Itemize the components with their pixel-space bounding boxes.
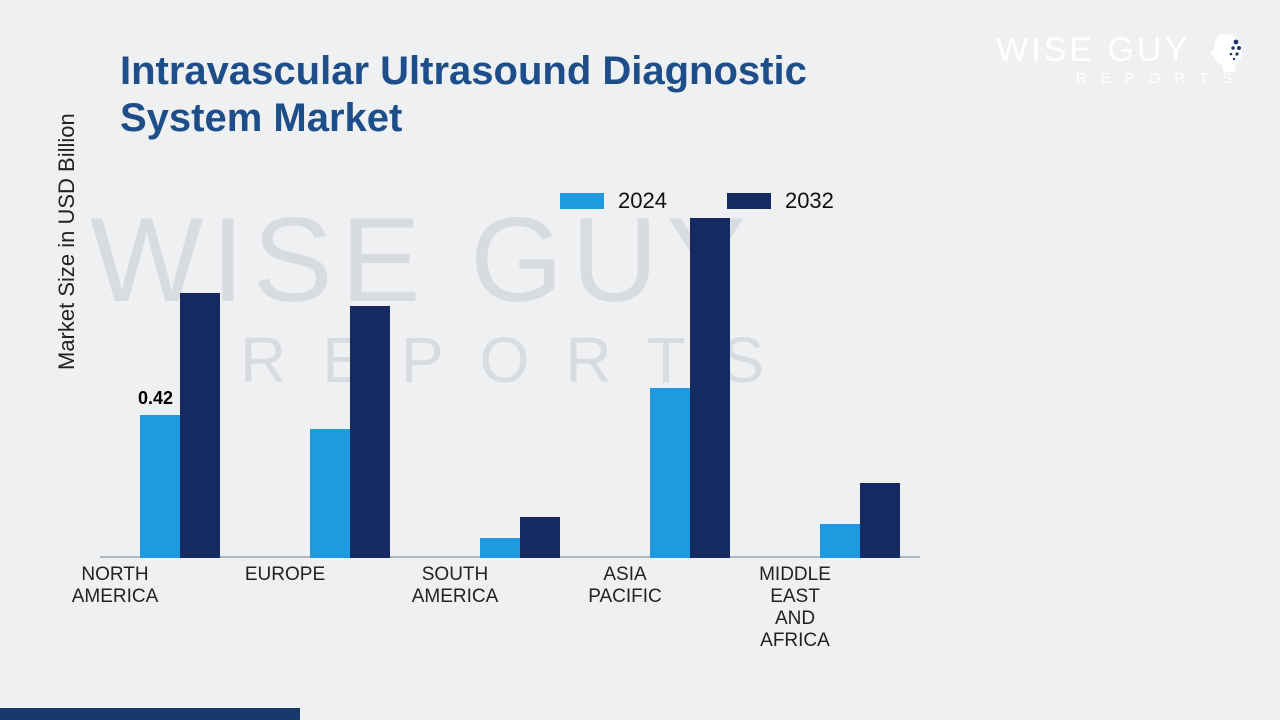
bar-2032	[520, 517, 560, 558]
category-label: MIDDLEEASTANDAFRICA	[725, 564, 865, 651]
legend-swatch-2032	[727, 193, 771, 209]
chart-title: Intravascular Ultrasound Diagnostic Syst…	[120, 48, 880, 142]
legend-item-2024: 2024	[560, 188, 667, 214]
bottom-accent-strip	[0, 708, 300, 720]
bar-2032	[180, 293, 220, 558]
bar-2032	[350, 306, 390, 558]
bar-2024	[650, 388, 690, 558]
bar-group	[810, 218, 920, 558]
category-label: ASIAPACIFIC	[555, 564, 695, 608]
bar-group	[300, 218, 410, 558]
bar-2024	[140, 415, 180, 558]
legend-label-2024: 2024	[618, 188, 667, 214]
logo-line1: WISE GUY	[996, 31, 1189, 69]
bar-2032	[860, 483, 900, 558]
y-axis-label: Market Size in USD Billion	[54, 113, 80, 370]
legend-item-2032: 2032	[727, 188, 834, 214]
category-label: EUROPE	[215, 564, 355, 586]
legend: 2024 2032	[560, 188, 834, 214]
stage: WISE GUY REPORTS WISE GUY REPORTS Intrav…	[0, 0, 1280, 720]
plot-area: 0.42	[100, 218, 920, 558]
bar-2032	[690, 218, 730, 558]
brand-logo: WISE GUY REPORTS	[996, 30, 1250, 87]
bar-group	[640, 218, 750, 558]
bar-2024	[820, 524, 860, 558]
bar-2024	[310, 429, 350, 558]
category-label: NORTHAMERICA	[45, 564, 185, 608]
bar-2024	[480, 538, 520, 558]
category-label: SOUTHAMERICA	[385, 564, 525, 608]
head-icon	[1206, 30, 1250, 74]
legend-swatch-2024	[560, 193, 604, 209]
bar-group	[470, 218, 580, 558]
bar-value-label: 0.42	[138, 388, 173, 409]
legend-label-2032: 2032	[785, 188, 834, 214]
